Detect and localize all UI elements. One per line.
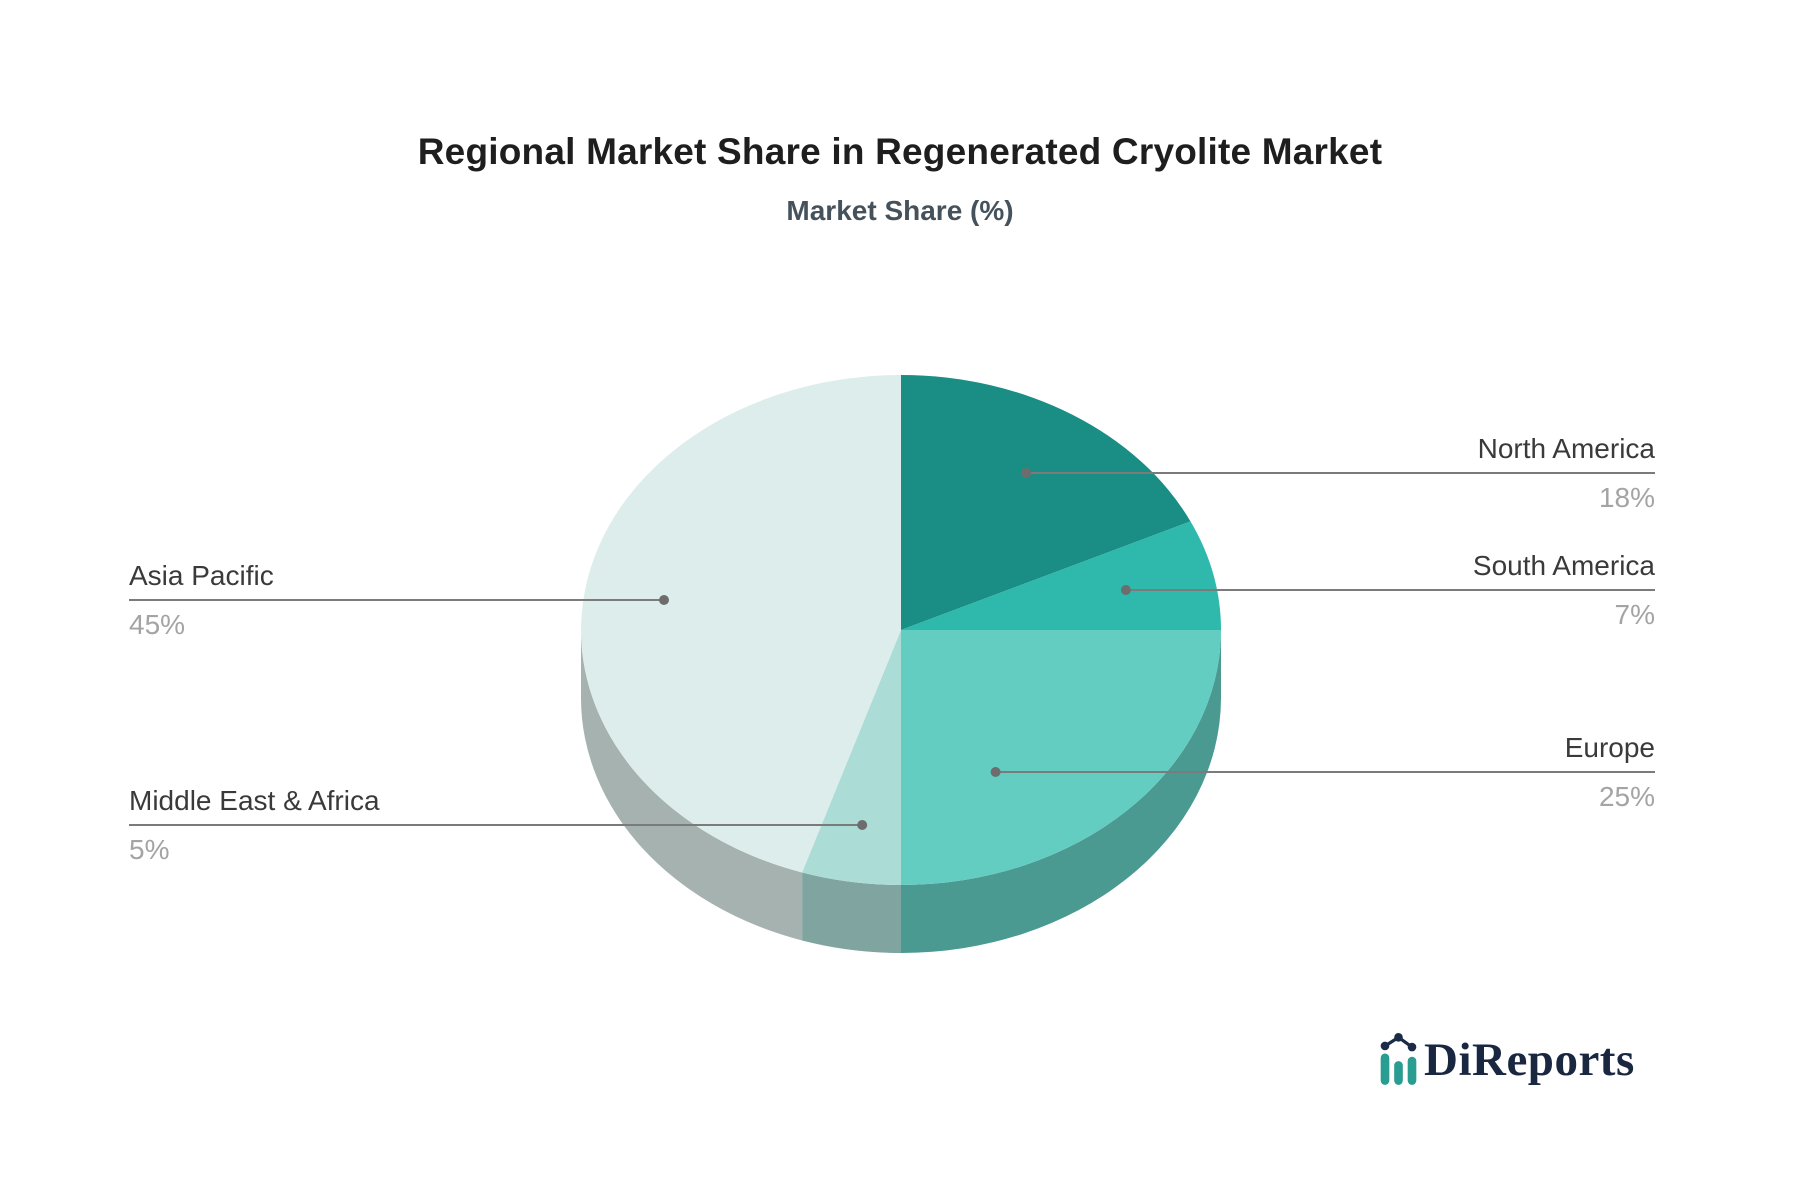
anchor-dot-asia-pacific — [659, 595, 669, 605]
callout-label-south-america: South America — [1472, 550, 1655, 581]
callout-label-europe: Europe — [1564, 732, 1655, 763]
anchor-dot-middle-east-africa — [857, 820, 868, 830]
pie-slice-middle-east-africa[interactable] — [802, 630, 901, 885]
anchor-dot-europe — [990, 767, 1001, 777]
pie-slice-side-middle-east-africa — [802, 872, 901, 953]
callout-value-europe: 25% — [1598, 781, 1655, 812]
callout-label-middle-east-africa: Middle East & Africa — [129, 785, 380, 816]
callout-value-north-america: 18% — [1598, 482, 1655, 513]
direports-logo: DiReports — [1380, 1031, 1635, 1089]
pie-slice-europe[interactable] — [901, 630, 1221, 885]
chart-subtitle: Market Share (%) — [786, 195, 1014, 226]
pie-slice-north-america[interactable] — [901, 375, 1191, 630]
callout-value-asia-pacific: 45% — [129, 609, 186, 640]
bar-line-chart-icon — [1380, 1033, 1417, 1085]
pie-slice-side-europe — [901, 630, 1221, 953]
callout-value-south-america: 7% — [1614, 599, 1655, 630]
chart-title: Regional Market Share in Regenerated Cry… — [417, 131, 1383, 172]
pie-slice-asia-pacific[interactable] — [581, 375, 901, 873]
anchor-dot-north-america — [1021, 468, 1032, 478]
callout-label-asia-pacific: Asia Pacific — [129, 560, 274, 591]
pie-slice-side-asia-pacific — [581, 630, 803, 941]
logo-text: DiReports — [1424, 1034, 1635, 1086]
pie-slice-south-america[interactable] — [901, 521, 1221, 630]
callout-label-north-america: North America — [1477, 433, 1655, 464]
callout-value-middle-east-africa: 5% — [129, 834, 170, 865]
anchor-dot-south-america — [1120, 585, 1131, 595]
